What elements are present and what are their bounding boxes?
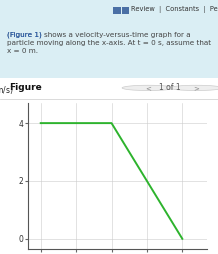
- Text: (Figure 1): (Figure 1): [7, 31, 41, 38]
- Circle shape: [170, 85, 218, 90]
- Text: $v_x$ (m/s): $v_x$ (m/s): [0, 85, 14, 97]
- Text: Review  |  Constants  |  Periodic Table: Review | Constants | Periodic Table: [131, 6, 218, 13]
- Circle shape: [122, 85, 174, 90]
- Bar: [113, 7, 121, 14]
- Text: >: >: [193, 85, 199, 91]
- Text: <: <: [145, 85, 151, 91]
- Bar: [122, 7, 129, 14]
- Text: 1 of 1: 1 of 1: [159, 83, 181, 92]
- Text: Figure: Figure: [9, 83, 41, 92]
- Text: (Figure 1) shows a velocity-versus-time graph for a
particle moving along the x-: (Figure 1) shows a velocity-versus-time …: [7, 31, 211, 54]
